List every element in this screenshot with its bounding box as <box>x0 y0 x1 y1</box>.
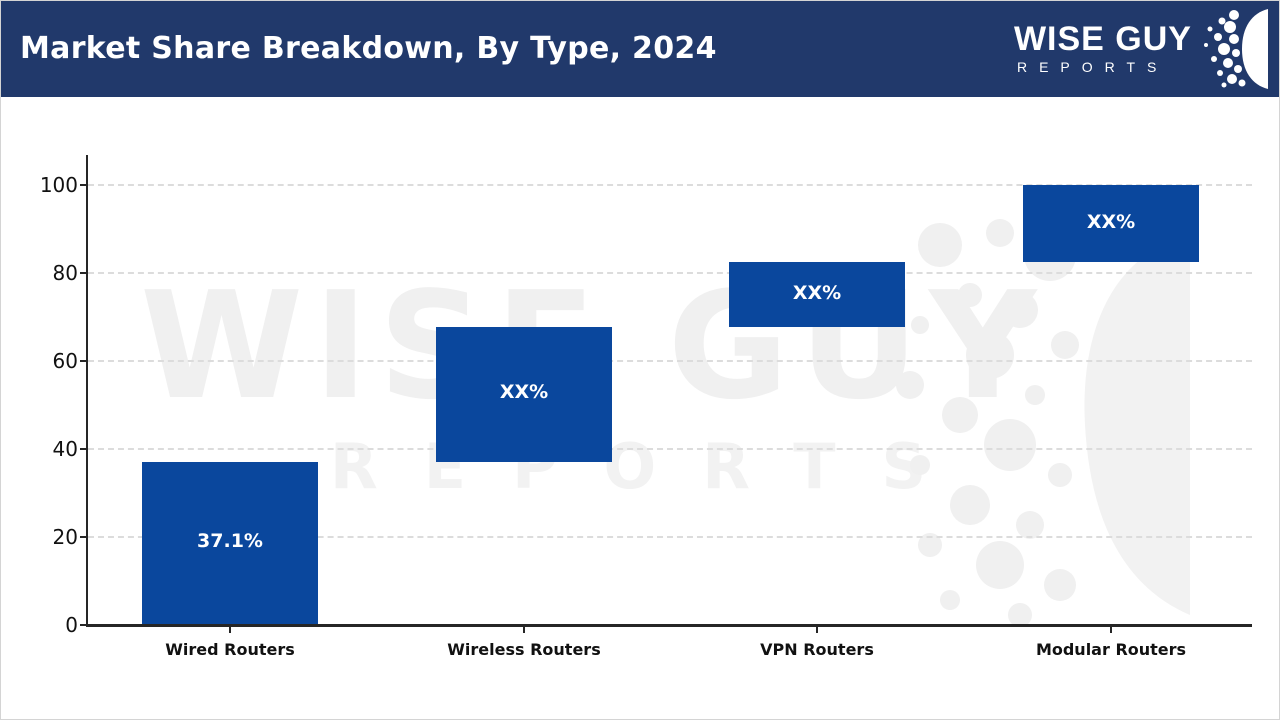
wise-guy-reports-logo: WISE GUY REPORTS <box>1014 6 1268 92</box>
x-axis-tick-2 <box>816 625 818 633</box>
watermark-subtitle: REPORTS <box>330 430 973 503</box>
logo-subtitle: REPORTS <box>1016 59 1169 75</box>
logo-wordmark: WISE GUY <box>1013 20 1192 58</box>
bar-value-label: 37.1% <box>197 530 263 553</box>
y-axis-label-100: 100 <box>39 173 78 197</box>
y-axis-tick-0 <box>80 624 88 626</box>
y-axis-label-60: 60 <box>52 349 78 373</box>
bar-value-label: XX% <box>499 381 549 404</box>
x-axis-tick-0 <box>229 625 231 633</box>
x-axis-category-label: Wired Routers <box>165 640 295 659</box>
y-axis-tick-40 <box>80 448 88 450</box>
bar-value-label: XX% <box>1086 210 1136 233</box>
y-axis-line <box>86 155 88 627</box>
x-axis-category-label: Wireless Routers <box>447 640 601 659</box>
chart-plot-area: 0 20 40 60 80 100 37.1% Wired Routers XX% Wireles… <box>0 97 1280 720</box>
grid-line-40 <box>88 448 1252 450</box>
y-axis-tick-60 <box>80 360 88 362</box>
y-axis-label-20: 20 <box>52 525 78 549</box>
logo-text: WISE GUY REPORTS <box>1014 21 1192 77</box>
x-axis-category-label: Modular Routers <box>1035 640 1187 659</box>
grid-line-20 <box>88 536 1252 538</box>
bar-vpn-routers <box>729 262 905 327</box>
x-axis-tick-3 <box>1110 625 1112 633</box>
y-axis-tick-20 <box>80 536 88 538</box>
y-axis-label-80: 80 <box>52 261 78 285</box>
bar-wireless-routers <box>436 326 612 462</box>
y-axis-tick-80 <box>80 272 88 274</box>
x-axis-line <box>86 624 1252 627</box>
y-axis-label-40: 40 <box>52 437 78 461</box>
bar-wired-routers <box>142 461 318 625</box>
grid-line-80 <box>88 272 1252 274</box>
y-axis-tick-100 <box>80 184 88 186</box>
grid-line-100 <box>88 184 1252 186</box>
chart-title: Market Share Breakdown, By Type, 2024 <box>20 31 717 66</box>
grid-line-60 <box>88 360 1252 362</box>
header-bar: Market Share Breakdown, By Type, 2024 WI… <box>0 0 1280 97</box>
y-axis-label-0: 0 <box>65 613 78 637</box>
bar-modular-routers <box>1023 185 1199 263</box>
logo-face-dots-icon <box>1204 9 1268 89</box>
bar-value-label: XX% <box>792 281 842 304</box>
x-axis-tick-1 <box>523 625 525 633</box>
x-axis-category-label: VPN Routers <box>760 640 874 659</box>
